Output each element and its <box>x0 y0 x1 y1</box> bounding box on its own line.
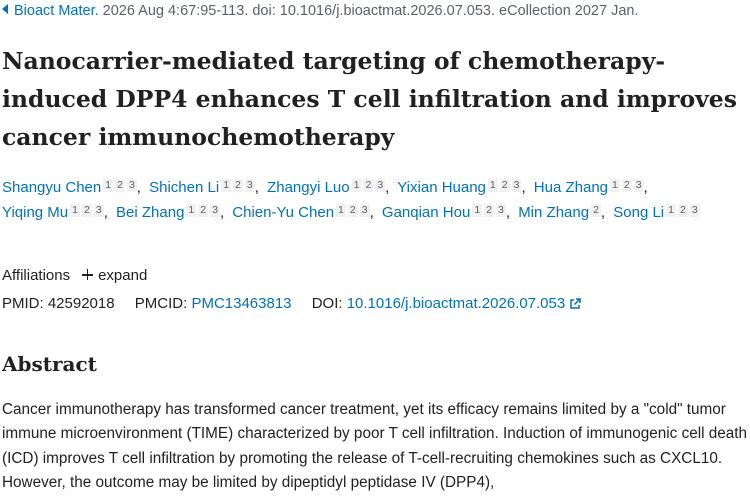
citation-details: 2026 Aug 4:67:95-113. doi: 10.1016/j.bio… <box>102 3 639 19</box>
affiliation-ref[interactable]: 3 <box>93 204 104 217</box>
author: Shichen Li 1 2 3 <box>149 179 263 196</box>
expand-text: expand <box>98 267 148 284</box>
external-link-icon <box>570 298 581 309</box>
author-name[interactable]: Shichen Li <box>149 179 220 196</box>
affiliation-ref[interactable]: 1 <box>336 204 346 217</box>
affiliation-ref[interactable]: 3 <box>633 179 644 192</box>
pmcid-link[interactable]: PMC13463813 <box>191 295 292 312</box>
author: Hua Zhang 1 2 3 <box>534 179 652 196</box>
journal-link[interactable]: Bioact Mater. <box>2 3 99 19</box>
affiliation-ref[interactable]: 3 <box>375 179 386 192</box>
author: Song Li 1 2 3 <box>613 204 700 221</box>
pmid-label: PMID: <box>2 295 44 312</box>
plus-icon <box>82 269 94 280</box>
article-title: Nanocarrier-mediated targeting of chemot… <box>2 47 737 151</box>
affiliation-ref[interactable]: 1 <box>666 204 676 217</box>
affiliation-ref[interactable]: 1 <box>487 179 498 192</box>
author-name[interactable]: Chien-Yu Chen <box>232 204 335 221</box>
author: Chien-Yu Chen 1 2 3 <box>232 204 378 221</box>
journal-name: Bioact Mater. <box>14 3 99 19</box>
affiliation-ref[interactable]: 3 <box>496 204 506 217</box>
pmcid-label: PMCID: <box>134 295 188 312</box>
affiliation-ref[interactable]: 3 <box>244 179 255 192</box>
affiliation-ref[interactable]: 1 <box>103 179 114 192</box>
author: Ganqian Hou 1 2 3 <box>382 204 514 221</box>
affiliation-ref[interactable]: 2 <box>233 179 243 192</box>
author: Yixian Huang 1 2 3 <box>397 179 530 196</box>
affiliation-ref[interactable]: 2 <box>115 179 125 192</box>
affiliation-ref[interactable]: 2 <box>82 204 92 217</box>
author-name[interactable]: Bei Zhang <box>116 204 185 221</box>
author-name[interactable]: Hua Zhang <box>533 179 608 196</box>
doi: 10.1016/j.bioactmat.2026.07.053 <box>346 295 566 312</box>
author-name[interactable]: Song Li <box>613 204 665 221</box>
affiliation-ref[interactable]: 2 <box>198 204 209 217</box>
expand-toggle[interactable]: expand <box>70 267 147 284</box>
affiliation-ref[interactable]: 2 <box>363 179 374 192</box>
affiliation-ref[interactable]: 1 <box>472 204 483 217</box>
author: Shangyu Chen 1 2 3 <box>2 179 145 196</box>
affiliation-ref[interactable]: 3 <box>126 179 137 192</box>
affiliation-ref[interactable]: 1 <box>610 179 620 192</box>
affiliation-ref[interactable]: 2 <box>347 204 358 217</box>
abstract-heading: Abstract <box>2 352 97 376</box>
author-name[interactable]: Yiqing Mu <box>2 204 69 221</box>
affiliation-ref[interactable]: 1 <box>70 204 80 217</box>
identifiers: PMID: 42592018 PMCID: PMC13463813 DOI: 1… <box>2 295 581 312</box>
affiliation-ref[interactable]: 2 <box>591 204 601 217</box>
affiliation-ref[interactable]: 1 <box>186 204 197 217</box>
affiliation-ref[interactable]: 3 <box>210 204 220 217</box>
doi-label: DOI: <box>311 295 343 312</box>
affiliation-ref[interactable]: 3 <box>689 204 700 217</box>
affiliations: Affiliations expand <box>2 267 147 284</box>
affiliation-ref[interactable]: 1 <box>221 179 232 192</box>
author: Bei Zhang 1 2 3 <box>116 204 228 221</box>
affiliation-ref[interactable]: 2 <box>677 204 688 217</box>
affiliation-ref[interactable]: 3 <box>359 204 370 217</box>
author-name[interactable]: Min Zhang <box>518 204 590 221</box>
affiliation-ref[interactable]: 2 <box>621 179 632 192</box>
author: Zhangyi Luo 1 2 3 <box>267 179 393 196</box>
author: Min Zhang 2 <box>518 204 609 221</box>
journal-icon <box>2 4 8 14</box>
affiliation-ref[interactable]: 2 <box>499 179 510 192</box>
author: Yiqing Mu 1 2 3 <box>2 204 112 221</box>
affiliation-ref[interactable]: 3 <box>511 179 522 192</box>
abstract-text: Cancer immunotherapy has transformed can… <box>2 401 748 492</box>
author-name[interactable]: Zhangyi Luo <box>267 179 350 196</box>
citation: Bioact Mater. 2026 Aug 4:67:95-113. doi:… <box>2 3 639 19</box>
affiliations-label: Affiliations <box>2 267 71 284</box>
doi-link[interactable]: 10.1016/j.bioactmat.2026.07.053 <box>347 295 582 312</box>
affiliation-ref[interactable]: 2 <box>484 204 494 217</box>
author-name[interactable]: Yixian Huang <box>397 179 486 196</box>
author-name[interactable]: Ganqian Hou <box>381 204 471 221</box>
author-name[interactable]: Shangyu Chen <box>2 179 102 196</box>
pmid: 42592018 <box>47 295 115 312</box>
affiliation-ref[interactable]: 1 <box>351 179 362 192</box>
